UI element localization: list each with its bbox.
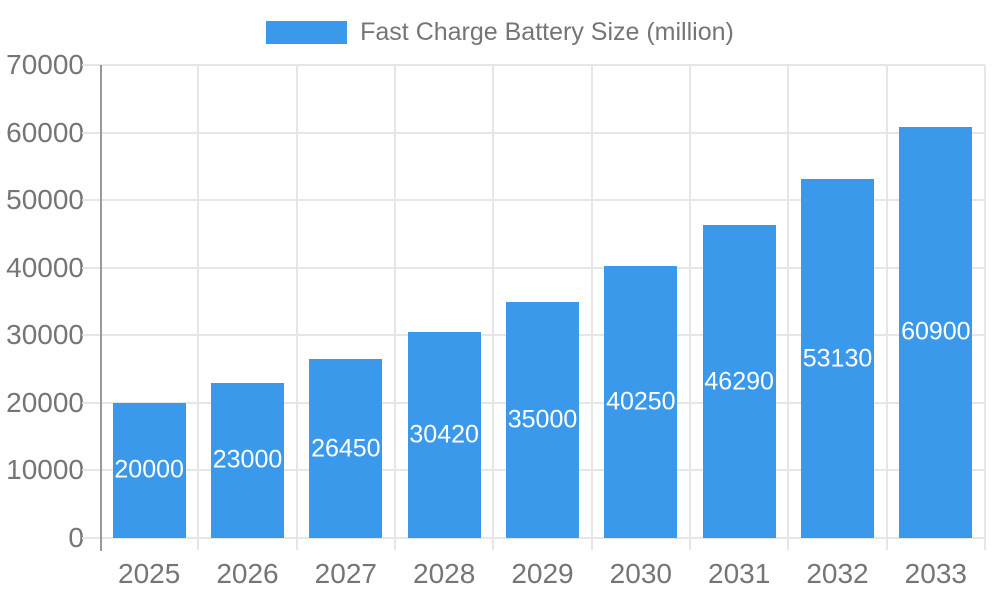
y-tick-label: 20000 <box>6 386 84 418</box>
bar: 46290 <box>702 225 776 538</box>
bar: 35000 <box>506 301 579 538</box>
v-gridline <box>984 65 986 550</box>
bar-value-label: 40250 <box>606 387 676 416</box>
x-tick-label: 2025 <box>118 558 181 589</box>
v-gridline <box>689 65 691 550</box>
legend-label: Fast Charge Battery Size (million) <box>360 18 734 46</box>
y-axis-line <box>100 65 102 551</box>
plot-area: 20000 23000 26450 30420 35000 40250 46290 53130… <box>82 64 986 551</box>
bar-value-label: 30420 <box>409 420 479 449</box>
v-gridline <box>885 65 888 550</box>
bar: 23000 <box>211 382 284 538</box>
h-gridline <box>82 537 985 539</box>
y-tick-label: 30000 <box>6 319 84 351</box>
bar-value-label: 35000 <box>507 405 578 434</box>
y-tick-label: 10000 <box>6 454 84 486</box>
bar: 20000 <box>112 402 186 538</box>
bar-value-label: 26450 <box>311 434 381 463</box>
x-axis-labels: 2025 2026 2027 2028 2029 2030 2031 2032 2033 <box>100 558 985 592</box>
y-tick-label: 40000 <box>6 251 84 283</box>
x-tick-label: 2027 <box>314 558 377 589</box>
h-gridline <box>82 266 985 269</box>
y-tick-label: 50000 <box>6 184 84 216</box>
x-tick-label: 2031 <box>708 558 771 589</box>
y-tick-label: 70000 <box>6 49 84 80</box>
bar-value-label: 23000 <box>212 445 283 474</box>
bar: 26450 <box>309 359 383 538</box>
x-tick-label: 2028 <box>413 558 476 589</box>
v-gridline <box>590 65 593 550</box>
h-gridline <box>82 64 985 66</box>
v-gridline <box>492 65 495 550</box>
legend[interactable]: Fast Charge Battery Size (million) <box>0 18 1000 47</box>
bar: 60900 <box>899 126 973 538</box>
y-axis-labels: 0 10000 20000 30000 40000 50000 60000 70000 <box>0 49 84 553</box>
x-tick-label: 2026 <box>216 558 279 589</box>
v-gridline <box>295 65 298 550</box>
bar: 53130 <box>801 179 874 538</box>
x-tick-label: 2029 <box>511 558 574 589</box>
h-gridline <box>82 199 985 202</box>
bar-value-label: 20000 <box>114 455 184 484</box>
v-gridline <box>394 65 396 550</box>
h-gridline <box>82 131 985 134</box>
bar-value-label: 60900 <box>901 317 971 346</box>
y-tick-label: 0 <box>68 522 84 553</box>
v-gridline <box>197 65 200 550</box>
v-gridline <box>787 65 790 550</box>
x-tick-label: 2032 <box>806 558 869 589</box>
bar: 30420 <box>407 332 481 538</box>
x-tick-label: 2033 <box>904 558 967 589</box>
bar-value-label: 46290 <box>704 367 774 396</box>
legend-swatch-icon <box>266 21 348 44</box>
bar: 40250 <box>604 266 678 538</box>
x-tick-label: 2030 <box>609 558 672 589</box>
bar-value-label: 53130 <box>802 344 873 372</box>
y-tick-label: 60000 <box>6 116 84 148</box>
